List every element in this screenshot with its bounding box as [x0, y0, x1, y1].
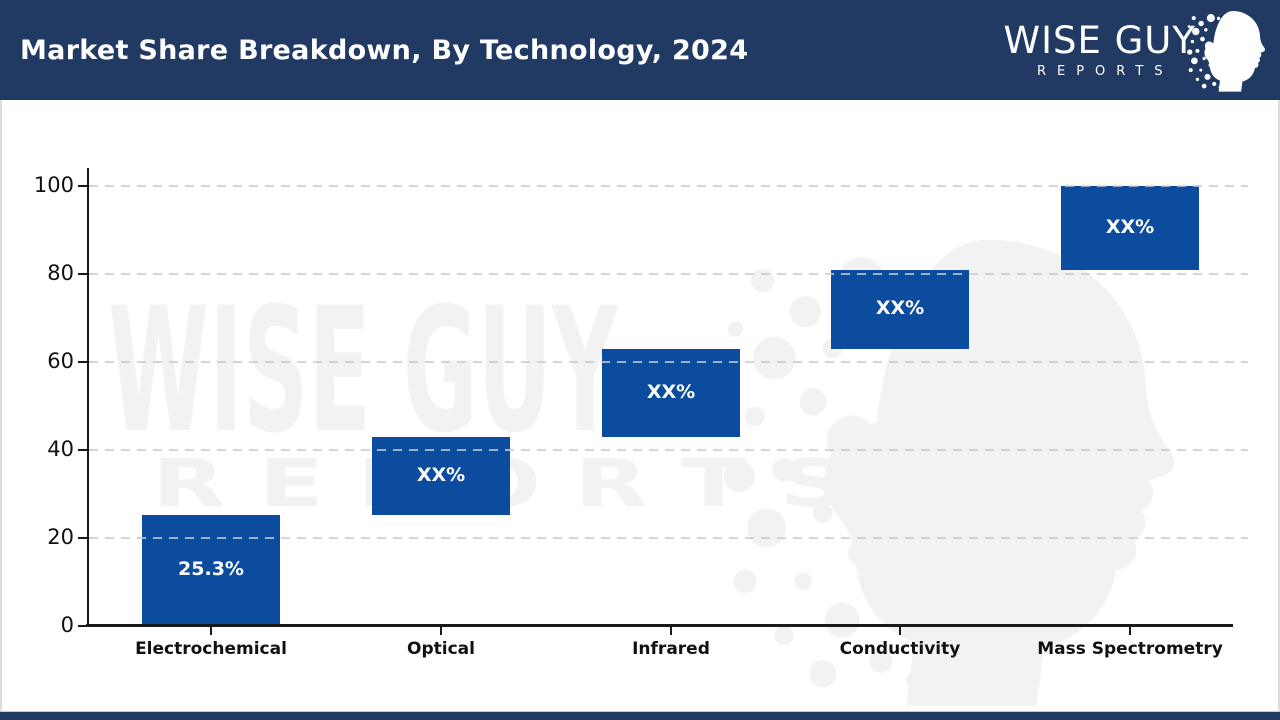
y-axis-tick: [78, 449, 88, 451]
y-axis-tick-label: 80: [47, 261, 74, 285]
bar-infrared: [602, 348, 740, 437]
bar-electrochemical: [142, 514, 280, 626]
y-axis-tick: [78, 361, 88, 363]
bar-value-label: 25.3%: [178, 558, 244, 581]
bar-value-label: XX%: [416, 463, 466, 486]
x-axis-category-label: Infrared: [632, 639, 710, 659]
gridline: [89, 537, 1248, 539]
header-bar: Market Share Breakdown, By Technology, 2…: [0, 0, 1280, 100]
brand-face-icon: [1187, 11, 1265, 92]
x-axis-category-label: Conductivity: [839, 639, 961, 659]
y-axis-tick-label: 0: [60, 613, 74, 637]
brand-logo-wordmark: WISE GUY: [1003, 19, 1196, 62]
y-axis-tick: [78, 273, 88, 275]
y-axis-tick: [78, 537, 88, 539]
x-axis-tick: [210, 627, 212, 635]
x-axis-category-label: Mass Spectrometry: [1037, 639, 1223, 659]
brand-logo-subtitle: REPORTS: [1036, 64, 1174, 79]
brand-logo: WISE GUY REPORTS: [1004, 0, 1268, 100]
x-axis-tick: [899, 627, 901, 635]
x-axis-line: [86, 624, 1233, 627]
bar-value-label: XX%: [646, 380, 696, 403]
brand-logo-text: WISE GUY REPORTS: [1004, 22, 1196, 78]
y-axis-tick-label: 100: [33, 173, 74, 197]
gridline: [89, 273, 1248, 275]
footer-bar: [0, 711, 1280, 720]
gridline: [89, 185, 1248, 187]
x-axis-tick: [1129, 627, 1131, 635]
chart-title: Market Share Breakdown, By Technology, 2…: [20, 34, 749, 66]
x-axis-category-label: Electrochemical: [135, 639, 287, 659]
gridline: [89, 449, 1248, 451]
y-axis-line: [87, 168, 89, 627]
watermark-line1: WISE GUY: [108, 270, 619, 471]
gridline: [89, 361, 1248, 363]
x-axis-tick: [670, 627, 672, 635]
y-axis-tick-label: 60: [47, 349, 74, 373]
y-axis-tick-label: 20: [47, 525, 74, 549]
bar-value-label: XX%: [1105, 215, 1155, 238]
x-axis-category-label: Optical: [407, 639, 475, 659]
x-axis-tick: [440, 627, 442, 635]
y-axis-tick: [78, 185, 88, 187]
y-axis-tick: [78, 625, 88, 627]
y-axis-tick-label: 40: [47, 437, 74, 461]
bar-value-label: XX%: [875, 297, 925, 320]
